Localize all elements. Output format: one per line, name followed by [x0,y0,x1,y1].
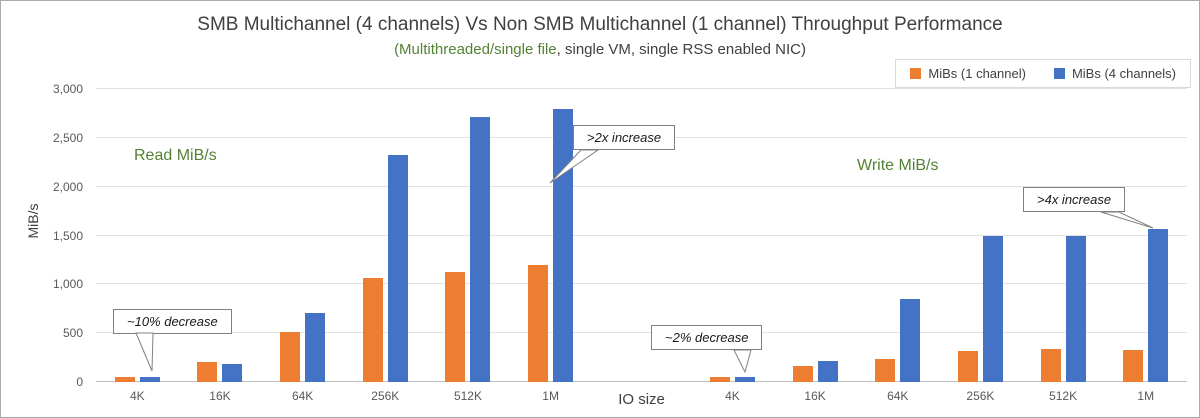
bar-4-channels [1148,229,1169,382]
bar-1-channel [280,332,301,382]
bar-group: 4K [96,89,179,403]
bar-4-channels [470,117,491,382]
bar-1-channel [528,264,549,382]
x-tick-label: 256K [371,389,400,403]
bar-pair [197,89,243,382]
bar-group: 64K [261,89,344,403]
x-tick-label: 512K [453,389,482,403]
legend-item: MiBs (1 channel) [910,66,1026,81]
bar-1-channel [957,351,978,382]
x-tick-label: 64K [291,389,314,403]
bar-1-channel [709,376,730,382]
bar-group: 256K [344,89,427,403]
bar-1-channel [1123,350,1144,382]
legend-label: MiBs (1 channel) [928,66,1026,81]
bar-4-channels [387,155,408,382]
bar-group: 1M [1104,89,1187,403]
bar-pair [362,89,408,382]
legend-label: MiBs (4 channels) [1071,66,1176,81]
bar-group: 256K [939,89,1022,403]
plot-area: 4K 16K 64K 256K 512K 1M IO size 4K 16K 64K 256K 512… [96,88,1187,408]
bar-4-channels [305,312,326,382]
y-tick-label: 0 [76,375,83,389]
bar-group: 64K [856,89,939,403]
gridline [96,185,1187,187]
x-axis-line [96,381,1187,382]
bar-pair [957,89,1003,382]
bar-1-channel [197,362,218,382]
bar-group: 16K [774,89,857,403]
bar-group: 512K [427,89,510,403]
callout-read-4k-decrease: ~10% decrease [113,309,232,334]
gridline [96,88,1187,89]
bar-pair [114,89,160,382]
bar-1-channel [875,359,896,382]
bar-1-channel [792,365,813,382]
x-tick-label: 512K [1049,389,1078,403]
bar-group: 512K [1022,89,1105,403]
bar-4-channels [139,377,160,382]
gridline [96,283,1187,285]
bar-1-channel [1040,349,1061,382]
section-label-write: Write MiB/s [857,157,939,174]
bar-1-channel [445,271,466,382]
x-tick-label: 16K [804,389,826,403]
y-tick-label: 1,500 [52,228,83,243]
bar-4-channels [900,299,921,382]
bar-4-channels [553,108,574,382]
x-tick-label: 1M [542,389,559,403]
x-axis-title-slot: IO size [592,89,691,408]
callout-read-1m-increase: >2x increase [573,125,676,150]
x-tick-label: 64K [887,389,909,403]
gridline [96,332,1187,334]
bar-pair [792,89,838,382]
y-tick-label: 2,000 [52,179,83,194]
x-tick-label: 256K [966,389,995,403]
y-tick-label: 500 [62,326,83,341]
x-tick-label: 4K [725,389,740,403]
x-tick-label: 1M [1137,389,1155,403]
bar-pair [528,89,574,382]
y-tick-label: 1,000 [52,277,83,292]
section-label-read: Read MiB/s [134,147,217,164]
bar-pair [1123,89,1169,382]
bar-pair [709,89,755,382]
legend: MiBs (1 channel) MiBs (4 channels) [895,59,1191,88]
bar-group: 16K [179,89,262,403]
y-axis-title: MiB/s [25,203,41,239]
x-axis-title: IO size [618,391,665,408]
x-tick-label: 4K [129,389,145,403]
bar-1-channel [362,278,383,382]
x-tick-label: 16K [209,389,231,403]
chart-title: SMB Multichannel (4 channels) Vs Non SMB… [197,14,1003,35]
bar-group: 4K [691,89,774,403]
bar-4-channels [734,376,755,382]
chart-subtitle-green: (Multithreaded/single file [394,41,557,58]
bar-groups: 4K 16K 64K 256K 512K 1M IO size 4K 16K 64K 256K 512… [96,89,1187,408]
bar-4-channels [222,364,243,382]
bar-pair [280,89,326,382]
y-tick-label: 3,000 [52,82,83,96]
y-tick-label: 2,500 [52,130,83,145]
gridline [96,234,1187,236]
bar-4-channels [982,236,1003,382]
legend-item: MiBs (4 channels) [1053,66,1176,81]
chart-subtitle-rest: , single VM, single RSS enabled NIC) [556,41,806,58]
legend-swatch [1053,68,1065,79]
bar-4-channels [817,361,838,382]
callout-write-1m-increase: >4x increase [1023,187,1126,212]
chart-subtitle: (Multithreaded/single file, single VM, s… [1,41,1199,58]
bar-pair [445,89,491,382]
y-axis-ticks: 0 500 1,000 1,500 2,000 2,500 3,000 [43,83,89,388]
legend-swatch [910,68,922,79]
callout-write-4k-decrease: ~2% decrease [651,325,763,350]
bar-pair [875,89,921,382]
bar-4-channels [1065,236,1086,382]
bar-pair [1040,89,1086,382]
bar-1-channel [114,376,135,382]
